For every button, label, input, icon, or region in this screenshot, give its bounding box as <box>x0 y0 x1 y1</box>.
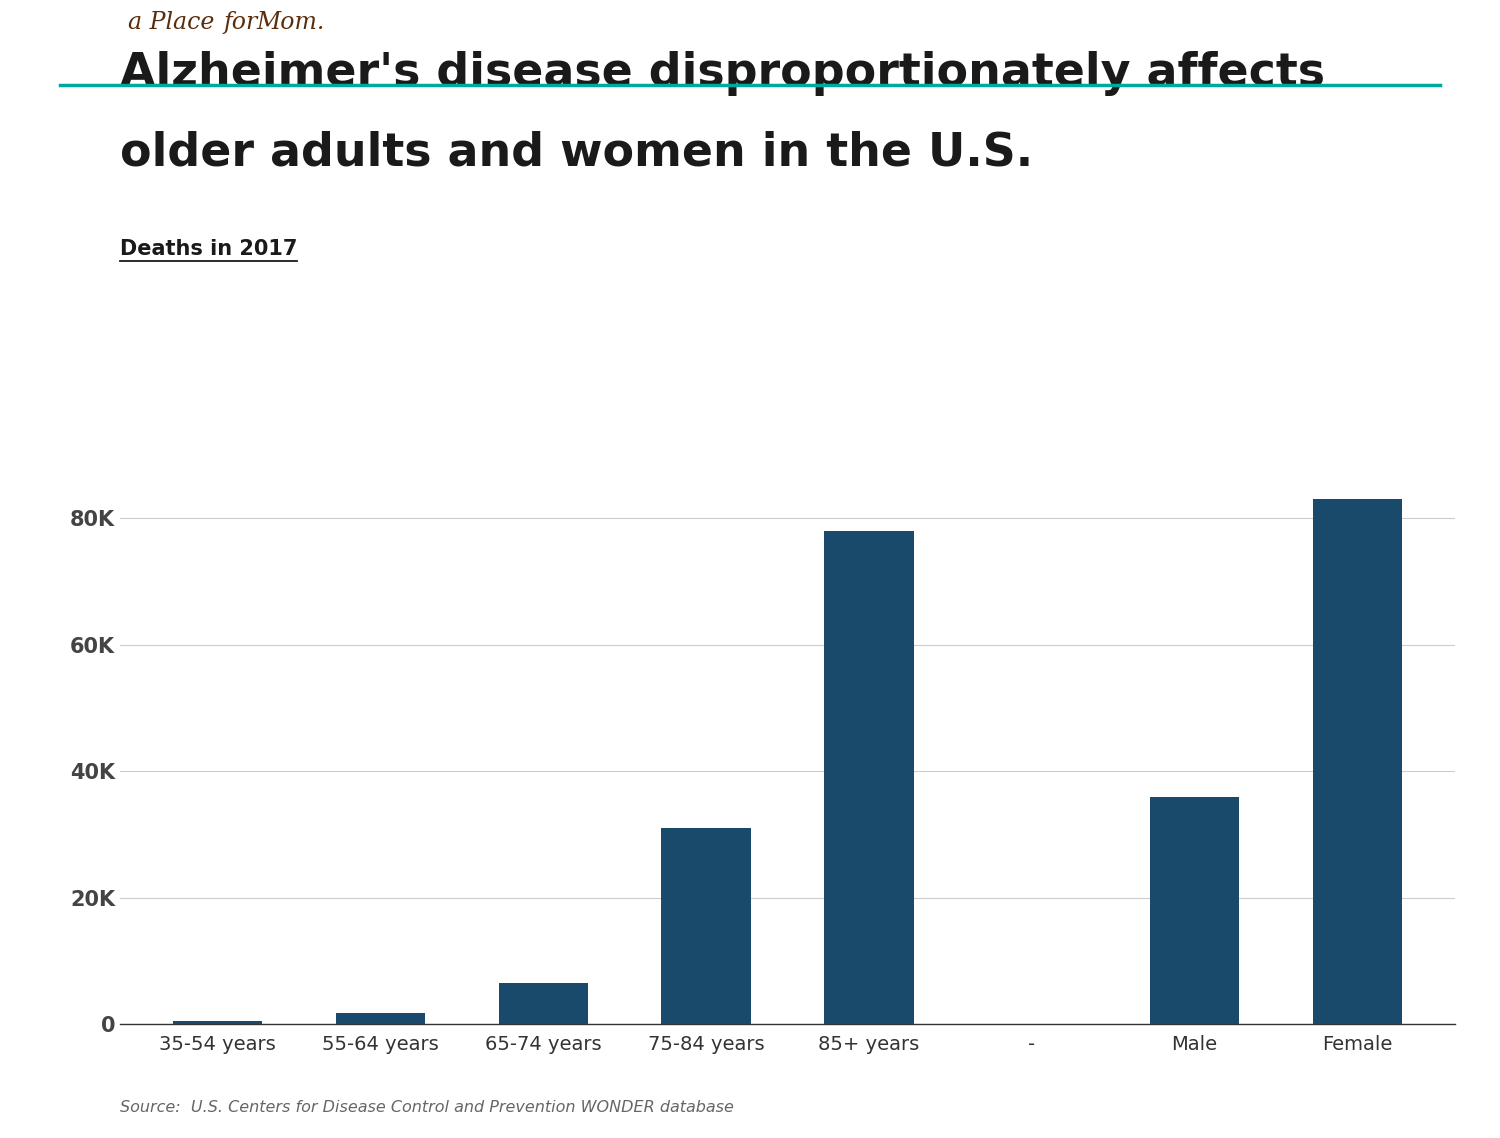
Text: Deaths in 2017: Deaths in 2017 <box>120 239 297 259</box>
Text: Source:  U.S. Centers for Disease Control and Prevention WONDER database: Source: U.S. Centers for Disease Control… <box>120 1100 734 1115</box>
Bar <box>824 531 914 1024</box>
Text: older adults and women in the U.S.: older adults and women in the U.S. <box>120 131 1034 176</box>
Bar <box>1312 500 1402 1024</box>
Text: Mom.: Mom. <box>256 11 326 34</box>
Text: for: for <box>224 11 258 34</box>
Text: a Place: a Place <box>128 11 222 34</box>
Bar <box>498 983 588 1024</box>
Text: Alzheimer's disease disproportionately affects: Alzheimer's disease disproportionately a… <box>120 51 1324 97</box>
Bar <box>336 1013 426 1024</box>
Bar <box>662 828 752 1024</box>
Bar <box>1149 797 1239 1024</box>
Bar <box>172 1021 262 1024</box>
